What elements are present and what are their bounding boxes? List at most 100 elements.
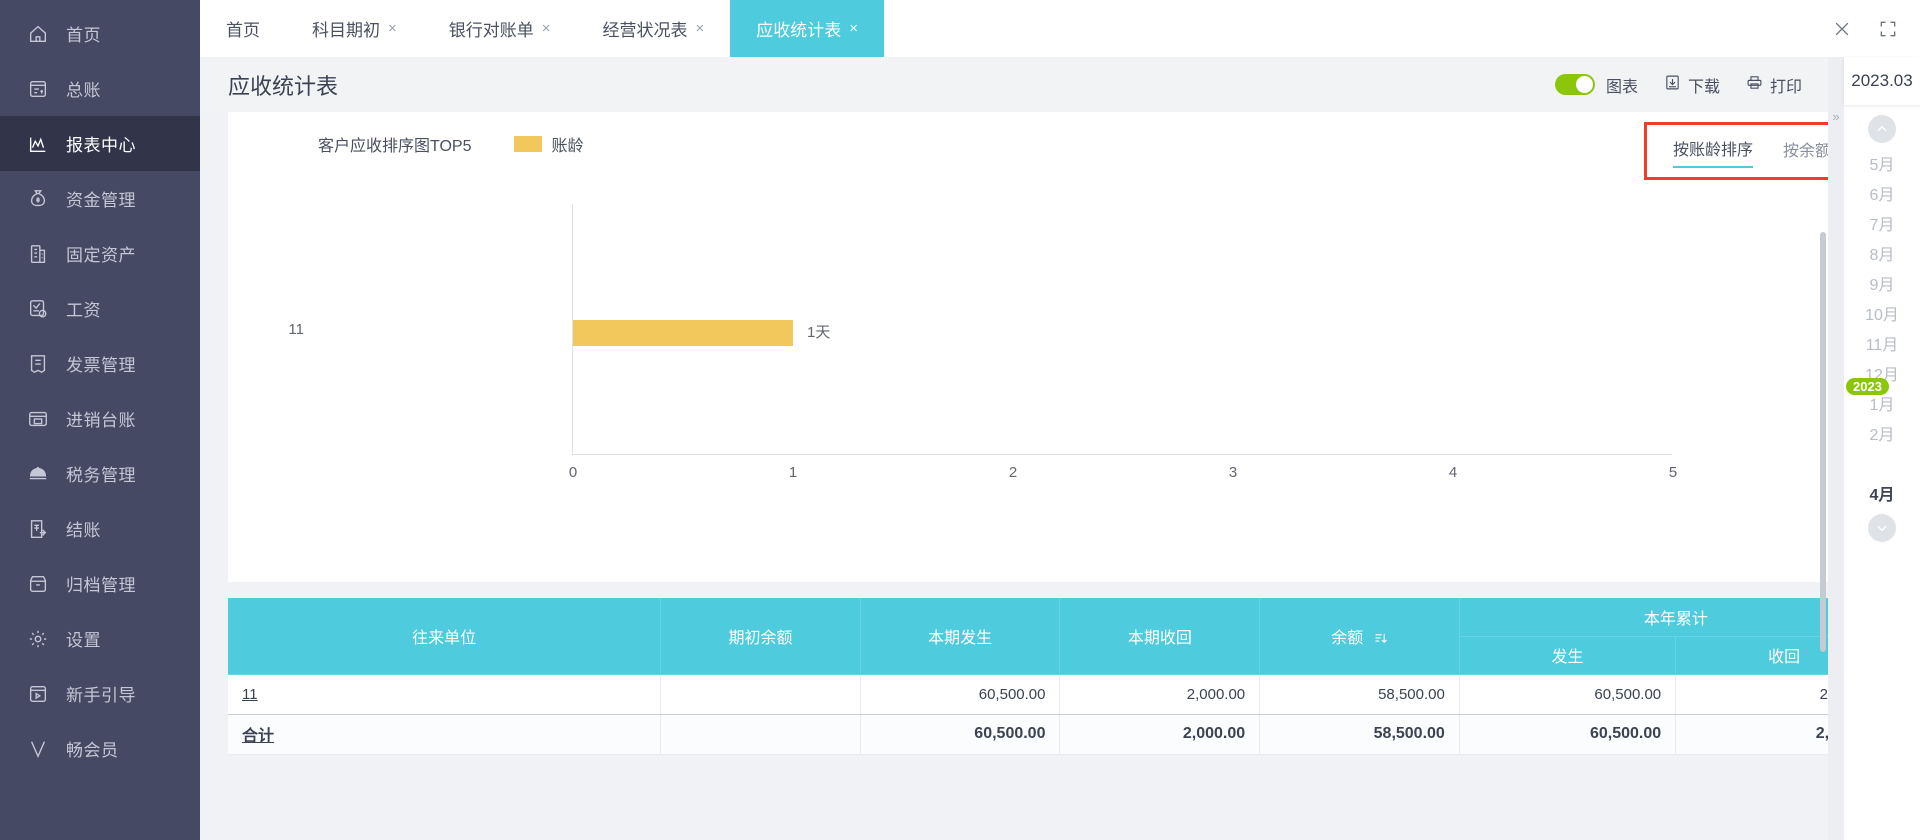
month-item-2[interactable]: 2月 [1869, 426, 1895, 444]
th-balance[interactable]: 余额 [1259, 598, 1460, 675]
month-item-wrap: 5月 [1844, 148, 1920, 177]
sort-by-aging-button[interactable]: 按账龄排序 [1672, 136, 1753, 168]
money-bag-icon [26, 187, 50, 211]
sidebar-item-settings[interactable]: 设置 [0, 611, 200, 666]
table-card: 往来单位 期初余额 本期发生 本期收回 余额 本年累计 [228, 598, 1892, 755]
tab-operating-status[interactable]: 经营状况表 × [577, 0, 731, 57]
cell-total-label: 合计 [228, 714, 662, 755]
settle-icon [26, 517, 50, 541]
tab-label: 经营状况表 [602, 21, 688, 40]
sort-descending-icon[interactable] [1373, 631, 1388, 646]
building-icon [26, 242, 50, 266]
tab-label: 应收统计表 [756, 21, 842, 40]
bar-category-label: 11 [288, 321, 304, 338]
month-item-7[interactable]: 7月 [1869, 216, 1895, 234]
month-label: 3月 [1869, 456, 1895, 474]
tab-label: 首页 [226, 21, 260, 40]
th-counterparty[interactable]: 往来单位 [228, 598, 662, 675]
tab-receivable-statistics[interactable]: 应收统计表 × [730, 0, 885, 57]
sidebar-item-label: 税务管理 [66, 466, 136, 485]
sidebar-item-vip-member[interactable]: 畅会员 [0, 721, 200, 776]
close-icon[interactable]: × [388, 20, 397, 37]
chart-plot: 11 1天 0 1 2 3 4 5 [228, 162, 1892, 522]
close-icon[interactable]: × [849, 20, 859, 37]
sidebar: 首页 总账 报表中心 资金管理 固定资产 [0, 0, 200, 840]
sidebar-item-label: 结账 [66, 521, 101, 540]
sidebar-item-label: 总账 [66, 81, 101, 100]
download-button[interactable]: 下载 [1664, 73, 1720, 97]
chart-card: 客户应收排序图TOP5 账龄 按账龄排序 按余额排序 11 1天 [228, 112, 1892, 582]
bar-0[interactable] [573, 320, 793, 346]
sidebar-item-home[interactable]: 首页 [0, 6, 200, 61]
sidebar-item-report-center[interactable]: 报表中心 [0, 116, 200, 171]
month-item-8[interactable]: 8月 [1869, 246, 1895, 264]
toggle-switch[interactable] [1554, 74, 1595, 95]
sidebar-item-invoice-management[interactable]: 发票管理 [0, 336, 200, 391]
bar-value-label: 1天 [807, 324, 831, 341]
download-icon [1664, 74, 1681, 96]
vip-icon [26, 737, 50, 761]
sidebar-item-beginner-guide[interactable]: 新手引导 [0, 666, 200, 721]
month-item-10[interactable]: 10月 [1865, 306, 1899, 324]
chart-title: 客户应收排序图TOP5 [318, 138, 472, 155]
sidebar-item-label: 资金管理 [66, 191, 136, 210]
month-item-wrap: 6月 [1844, 178, 1920, 207]
ledger-icon [26, 77, 50, 101]
month-item-wrap: 10月 [1844, 298, 1920, 327]
scroll-down-icon[interactable] [1868, 514, 1896, 542]
counterparty-link[interactable]: 11 [242, 685, 258, 703]
scroll-up-icon[interactable] [1868, 115, 1896, 143]
total-label: 合计 [242, 728, 275, 745]
tab-subject-opening[interactable]: 科目期初 × [286, 0, 423, 57]
month-item-11[interactable]: 11月 [1865, 336, 1899, 354]
table-row[interactable]: 11 60,500.00 2,000.00 58,500.00 60,500.0… [228, 674, 1892, 715]
sidebar-item-general-ledger[interactable]: 总账 [0, 61, 200, 116]
x-tick: 5 [1668, 464, 1678, 481]
th-ytd-occurred[interactable]: 发生 [1459, 636, 1677, 675]
th-opening-balance[interactable]: 期初余额 [660, 598, 861, 675]
month-item-3[interactable]: 3月 [1844, 447, 1920, 478]
month-item-4[interactable]: 4月 [1869, 486, 1895, 504]
collapse-rail-icon[interactable]: » [1828, 57, 1844, 840]
sidebar-item-fund-management[interactable]: 资金管理 [0, 171, 200, 226]
chart-toggle[interactable]: 图表 [1554, 73, 1638, 97]
th-period-occurred[interactable]: 本期发生 [860, 598, 1061, 675]
table-total-row: 合计 60,500.00 2,000.00 58,500.00 60,500.0… [228, 714, 1892, 755]
month-item-5[interactable]: 5月 [1869, 156, 1895, 174]
sidebar-item-tax-management[interactable]: 税务管理 [0, 446, 200, 501]
invoice-icon [26, 352, 50, 376]
archive-icon [26, 572, 50, 596]
print-button[interactable]: 打印 [1746, 73, 1802, 97]
main-area: 首页 科目期初 × 银行对账单 × 经营状况表 × 应收统计表 × [200, 0, 1920, 840]
year-badge: 2023 [1846, 378, 1889, 395]
chart-legend[interactable]: 账龄 [513, 132, 584, 156]
th-period-recovered[interactable]: 本期收回 [1059, 598, 1261, 675]
maximize-window-icon[interactable] [1878, 19, 1898, 39]
sidebar-item-payroll[interactable]: 工资 [0, 281, 200, 336]
month-item-wrap: 2023 1月 [1844, 378, 1920, 417]
sidebar-item-fixed-assets[interactable]: 固定资产 [0, 226, 200, 281]
cell-total-ytd-occurred: 60,500.00 [1459, 714, 1677, 755]
table-header-row-1: 往来单位 期初余额 本期发生 本期收回 余额 本年累计 [228, 598, 1892, 675]
month-item-6[interactable]: 6月 [1869, 186, 1895, 204]
chart-icon [26, 132, 50, 156]
content-scrollbar[interactable] [1820, 232, 1826, 652]
sidebar-item-settlement[interactable]: 结账 [0, 501, 200, 556]
month-item-9[interactable]: 9月 [1869, 276, 1895, 294]
sidebar-item-purchase-sales-ledger[interactable]: 进销台账 [0, 391, 200, 446]
close-icon[interactable]: × [695, 20, 705, 37]
gear-icon [26, 627, 50, 651]
sidebar-item-label: 首页 [66, 26, 101, 45]
close-window-icon[interactable] [1832, 19, 1852, 39]
month-item-wrap: 9月 [1844, 268, 1920, 297]
th-ytd-group: 本年累计 [1459, 598, 1892, 637]
sidebar-item-archive-management[interactable]: 归档管理 [0, 556, 200, 611]
tab-home[interactable]: 首页 [200, 0, 286, 57]
period-display[interactable]: 2023.03 [1844, 57, 1920, 105]
close-icon[interactable]: × [541, 20, 551, 37]
sidebar-item-label: 新手引导 [66, 686, 136, 705]
month-item-1[interactable]: 1月 [1869, 396, 1895, 414]
month-item-wrap: 2月 [1844, 418, 1920, 447]
tab-bank-statement[interactable]: 银行对账单 × [423, 0, 577, 57]
